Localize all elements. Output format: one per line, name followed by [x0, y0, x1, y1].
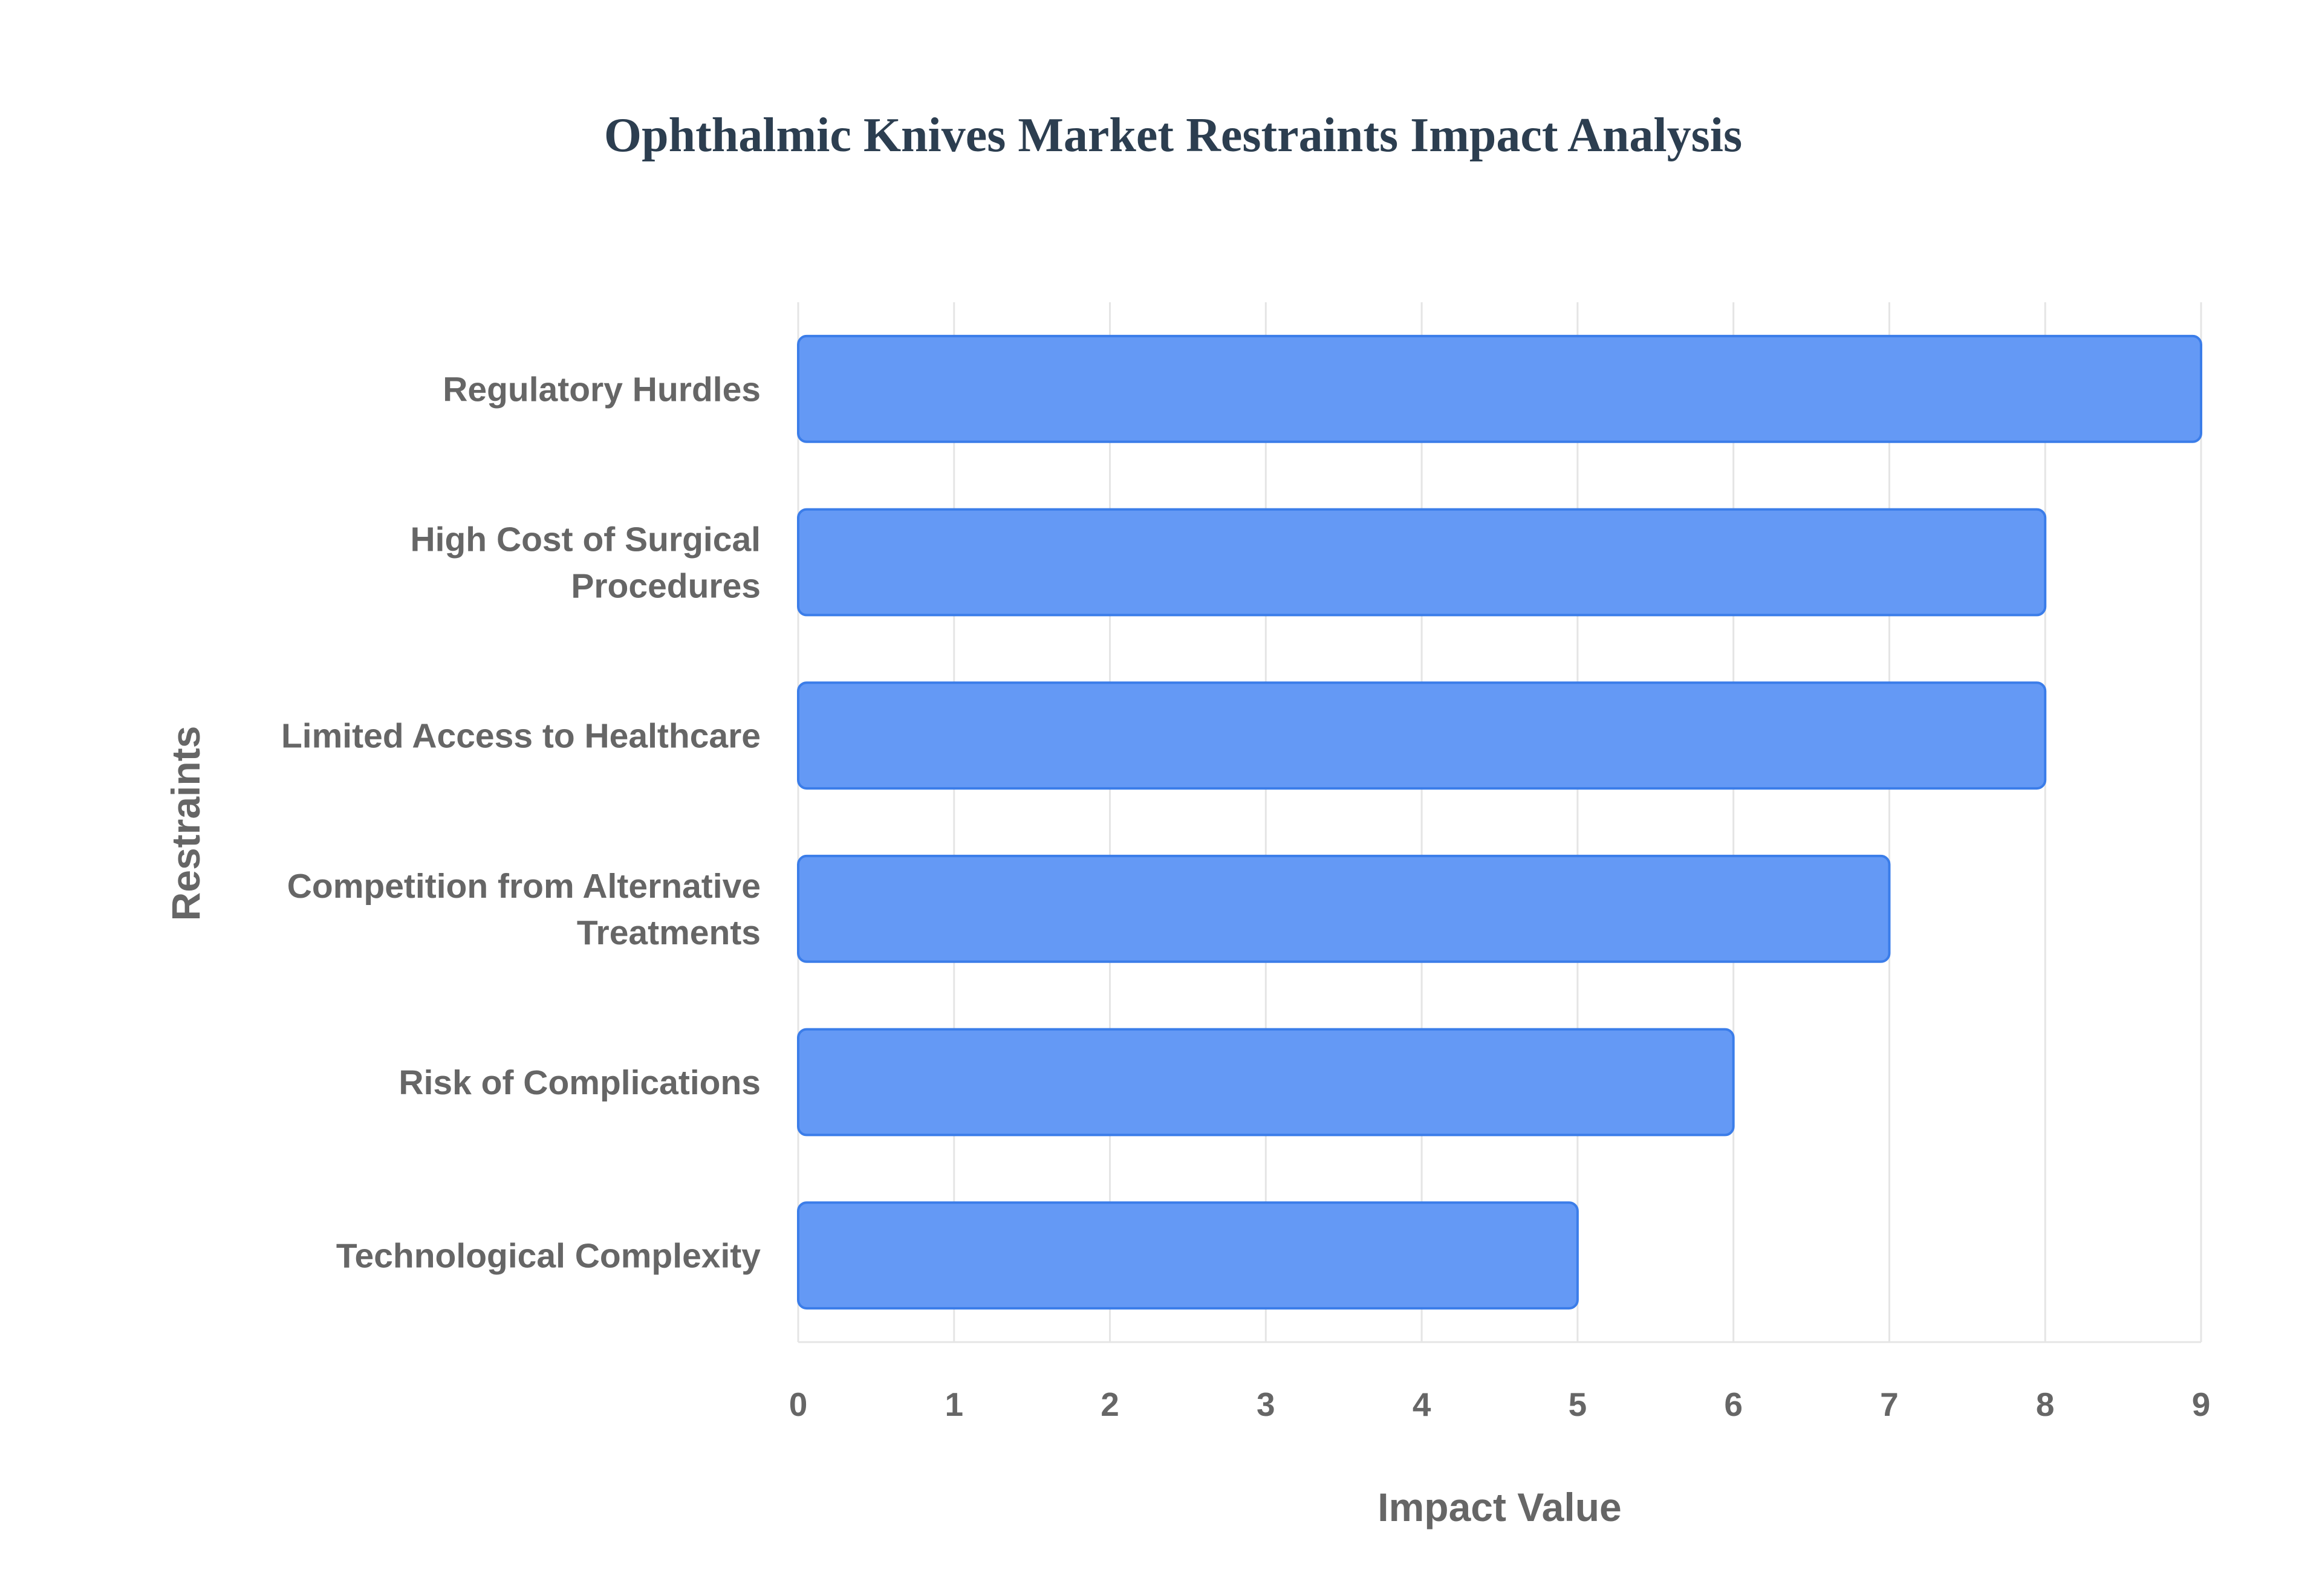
category-label: Risk of Complications — [398, 1063, 761, 1102]
x-tick-labels: 0 1 2 3 4 5 6 7 8 9 — [789, 1386, 2211, 1423]
category-labels: Regulatory Hurdles High Cost of Surgical P… — [281, 370, 761, 1275]
bar — [797, 508, 2047, 617]
x-tick-label: 0 — [789, 1386, 808, 1423]
x-tick-label: 4 — [1413, 1386, 1431, 1423]
grid-lines — [797, 302, 2202, 1343]
bars — [797, 334, 2202, 1310]
category-label: Competition from Alternative Treatments — [287, 867, 761, 952]
x-tick-label: 2 — [1101, 1386, 1119, 1423]
bar — [797, 681, 2047, 790]
x-tick-label: 3 — [1257, 1386, 1275, 1423]
x-tick-label: 1 — [945, 1386, 963, 1423]
bar — [797, 854, 1891, 963]
x-axis-title: Impact Value — [1377, 1485, 1622, 1529]
x-tick-label: 5 — [1569, 1386, 1587, 1423]
bar — [797, 1028, 1735, 1137]
x-tick-label: 6 — [1724, 1386, 1743, 1423]
category-label: High Cost of Surgical Procedures — [410, 521, 761, 606]
y-axis-title: Restraints — [163, 726, 208, 921]
x-tick-label: 8 — [2036, 1386, 2055, 1423]
bar — [797, 1201, 1579, 1310]
category-label: Technological Complexity — [336, 1237, 761, 1276]
chart-title: Ophthalmic Knives Market Restraints Impa… — [604, 109, 1742, 162]
x-tick-label: 7 — [1880, 1386, 1899, 1423]
category-label: Limited Access to Healthcare — [281, 717, 761, 756]
bar — [797, 334, 2202, 443]
x-tick-label: 9 — [2192, 1386, 2211, 1423]
category-label: Regulatory Hurdles — [443, 370, 761, 409]
